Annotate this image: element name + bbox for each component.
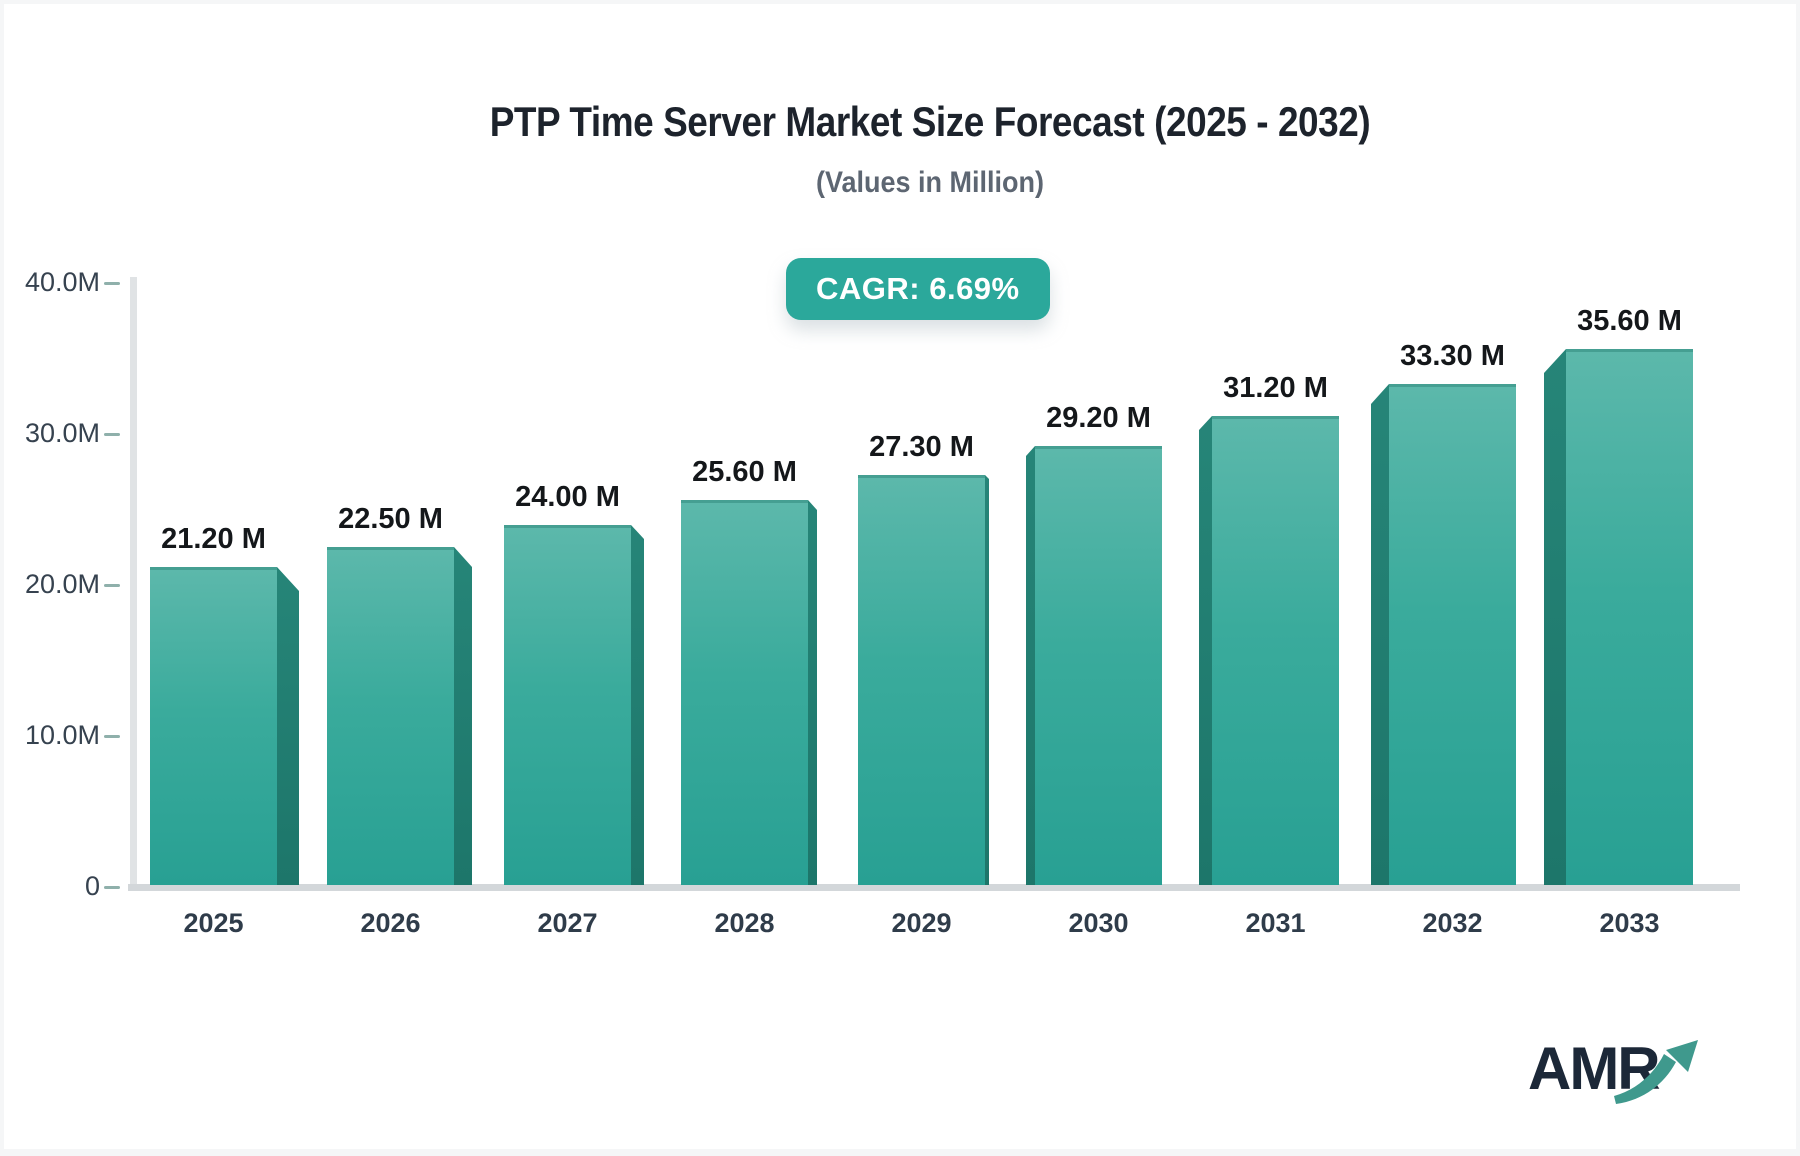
bar-value-label: 31.20 M [1223,372,1328,404]
bar-2028 [681,500,808,885]
bar-2031 [1212,416,1339,885]
y-axis-label: 40.0M [24,267,100,297]
bar-side-face-2032 [1371,384,1389,885]
bar-side-face-2027 [631,525,644,885]
bar-value-label: 33.30 M [1400,340,1505,372]
x-axis-label-2029: 2029 [891,908,952,938]
bar-2032 [1389,384,1516,885]
x-axis-label-2032: 2032 [1422,908,1483,938]
bar-value-label: 27.30 M [869,431,974,463]
bar-value-label: 25.60 M [692,456,797,488]
bar-value-label: 24.00 M [515,481,620,513]
bar-2026 [327,547,454,885]
x-axis-label-2033: 2033 [1599,908,1660,938]
bar-2033 [1566,349,1693,885]
bar-side-face-2030 [1026,446,1035,885]
bar-value-label: 35.60 M [1577,305,1682,337]
bar-value-label: 21.20 M [161,523,266,555]
chart-title: PTP Time Server Market Size Forecast (20… [489,98,1371,145]
bar-2029 [858,475,985,885]
bar-side-face-2033 [1544,349,1566,885]
chart-subtitle: (Values in Million) [815,166,1045,199]
y-axis-tick [104,433,120,436]
x-axis-label-2026: 2026 [360,908,421,938]
y-axis-label: 20.0M [24,569,100,599]
x-axis-label-2031: 2031 [1245,908,1306,938]
bar-side-face-2026 [454,547,472,885]
bar-2027 [504,525,631,885]
trend-up-arrow-icon [1614,1040,1698,1104]
bar-value-label: 22.50 M [338,503,443,535]
x-axis-baseline [128,884,1740,891]
y-axis-tick [104,886,120,889]
x-axis-label-2025: 2025 [183,908,244,938]
y-axis-label: 10.0M [24,720,100,750]
amr-logo: AMR [1528,1034,1718,1118]
x-axis-label-2030: 2030 [1068,908,1129,938]
bar-side-face-2025 [277,567,299,885]
cagr-badge: CAGR: 6.69% [786,258,1050,320]
y-axis-label: 0 [84,871,100,901]
y-axis-tick [104,735,120,738]
bar-side-face-2031 [1199,416,1212,885]
y-axis-tick [104,282,120,285]
y-axis-label: 30.0M [24,418,100,448]
bar-2025 [150,567,277,885]
bar-side-face-2029 [985,475,989,885]
y-axis-tick [104,584,120,587]
bar-side-face-2028 [808,500,817,885]
x-axis-label-2028: 2028 [714,908,775,938]
y-axis-line [130,277,137,887]
bar-value-label: 29.20 M [1046,402,1151,434]
bar-2030 [1035,446,1162,885]
x-axis-label-2027: 2027 [537,908,598,938]
